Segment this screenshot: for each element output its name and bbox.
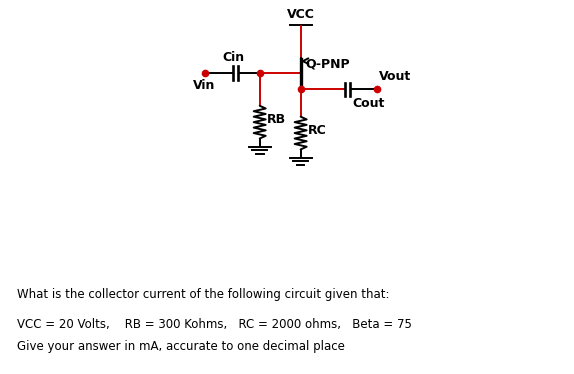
- Text: VCC: VCC: [287, 8, 315, 21]
- Text: Vout: Vout: [379, 70, 412, 83]
- Text: RB: RB: [267, 113, 286, 126]
- Text: Give your answer in mA, accurate to one decimal place: Give your answer in mA, accurate to one …: [17, 340, 345, 353]
- Text: Q-PNP: Q-PNP: [305, 58, 350, 71]
- Text: What is the collector current of the following circuit given that:: What is the collector current of the fol…: [17, 288, 390, 301]
- Text: Cout: Cout: [352, 97, 385, 110]
- Text: Cin: Cin: [223, 51, 245, 64]
- Text: Vin: Vin: [192, 79, 215, 92]
- Text: RC: RC: [308, 124, 327, 137]
- Text: VCC = 20 Volts,    RB = 300 Kohms,   RC = 2000 ohms,   Beta = 75: VCC = 20 Volts, RB = 300 Kohms, RC = 200…: [17, 318, 412, 331]
